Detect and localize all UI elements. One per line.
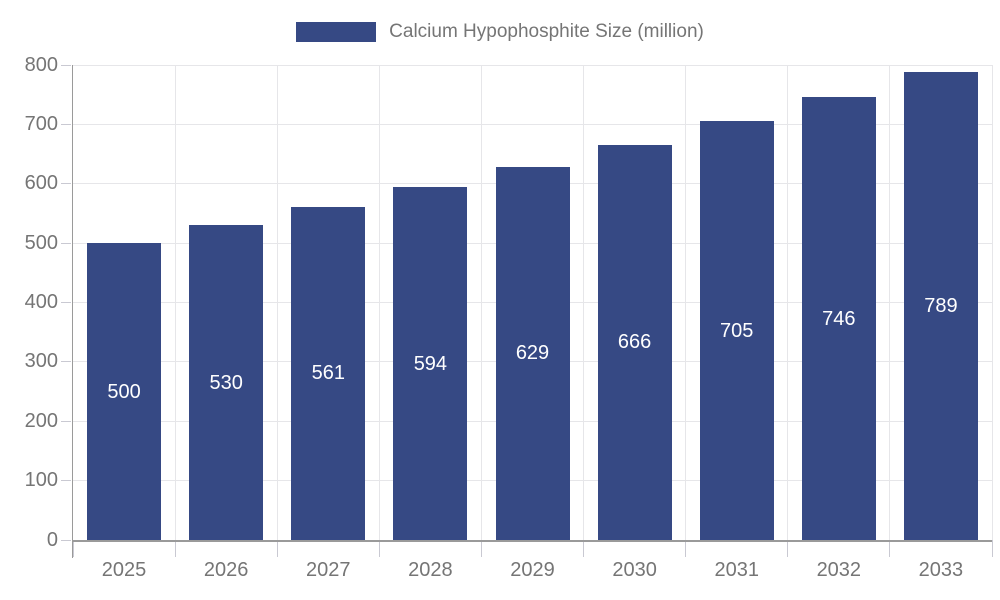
x-axis-tick <box>276 540 278 557</box>
y-axis-tick-label: 500 <box>24 231 58 254</box>
y-axis-tick <box>61 361 71 363</box>
y-axis-tick <box>61 64 71 66</box>
y-axis-tick-label: 100 <box>24 469 58 492</box>
gridline-vertical <box>480 65 482 540</box>
x-axis-tick <box>174 540 176 557</box>
bar-value-label: 746 <box>822 307 856 330</box>
x-axis-tick-label: 2033 <box>918 559 964 581</box>
bar-value-label: 666 <box>617 331 652 354</box>
bar: 789 <box>903 71 978 540</box>
x-axis-tick <box>480 540 482 557</box>
gridline-vertical <box>991 65 993 540</box>
bar-value-label: 530 <box>209 371 243 394</box>
x-axis-tick-label: 2027 <box>306 559 351 581</box>
bar-value-label: 594 <box>413 352 448 375</box>
bar-value-label: 561 <box>311 362 345 385</box>
bar-value-label: 789 <box>924 294 958 317</box>
gridline-vertical <box>787 65 789 540</box>
x-axis-line <box>71 540 992 542</box>
gridline-vertical <box>174 65 176 540</box>
bar: 666 <box>597 144 672 540</box>
y-axis-tick-label: 600 <box>24 172 58 195</box>
y-axis-tick <box>61 242 71 244</box>
gridline-horizontal <box>73 123 992 125</box>
y-axis-tick <box>61 123 71 125</box>
y-axis-tick-label: 300 <box>24 350 58 373</box>
bar: 594 <box>393 187 468 540</box>
x-axis-tick <box>991 540 993 557</box>
bar: 746 <box>801 97 876 540</box>
y-axis-tick-label: 200 <box>24 409 58 432</box>
y-axis-tick <box>61 420 71 422</box>
y-axis-tick <box>61 302 71 303</box>
gridline-vertical <box>378 65 380 540</box>
chart-legend: Calcium Hypophosphite Size (million) <box>0 14 1000 50</box>
x-axis-tick-label: 2025 <box>101 559 147 581</box>
x-axis-tick <box>787 540 789 557</box>
bar-value-label: 705 <box>720 319 754 342</box>
bar: 629 <box>495 166 570 540</box>
legend-label: Calcium Hypophosphite Size (million) <box>389 21 704 42</box>
bar: 530 <box>189 225 264 540</box>
plot-area: 500 530 561 594 629 666 705 746 789 <box>61 64 993 558</box>
y-axis-tick <box>61 539 71 541</box>
x-axis-tick <box>378 540 380 557</box>
y-axis-tick-label: 400 <box>24 291 58 313</box>
x-axis-tick <box>72 540 74 557</box>
x-axis-tick-label: 2028 <box>408 559 453 581</box>
y-axis-tick <box>61 183 71 185</box>
x-axis-tick <box>583 540 585 557</box>
bar-value-label: 500 <box>107 380 141 403</box>
x-axis-tick-label: 2032 <box>816 559 862 581</box>
gridline-vertical <box>276 65 278 540</box>
bar: 500 <box>87 243 162 540</box>
bar-value-label: 629 <box>515 342 550 365</box>
gridline-horizontal <box>73 64 992 66</box>
y-axis-tick <box>61 480 71 482</box>
y-axis-tick-label: 0 <box>46 528 58 551</box>
y-axis-line <box>71 65 73 558</box>
x-axis-tick <box>889 540 891 557</box>
gridline-vertical <box>889 65 891 540</box>
x-axis-tick-label: 2031 <box>714 559 759 581</box>
bar: 561 <box>291 206 366 540</box>
legend-swatch-icon <box>296 22 377 42</box>
bar: 705 <box>699 121 774 540</box>
x-axis-tick-label: 2026 <box>203 559 249 581</box>
x-axis-tick-label: 2029 <box>510 559 555 581</box>
gridline-vertical <box>583 65 585 540</box>
gridline-vertical <box>685 65 687 540</box>
x-axis-tick-label: 2030 <box>612 559 657 581</box>
y-axis-tick-label: 800 <box>24 53 58 76</box>
y-axis-tick-label: 700 <box>24 112 58 135</box>
x-axis-tick <box>685 540 687 557</box>
